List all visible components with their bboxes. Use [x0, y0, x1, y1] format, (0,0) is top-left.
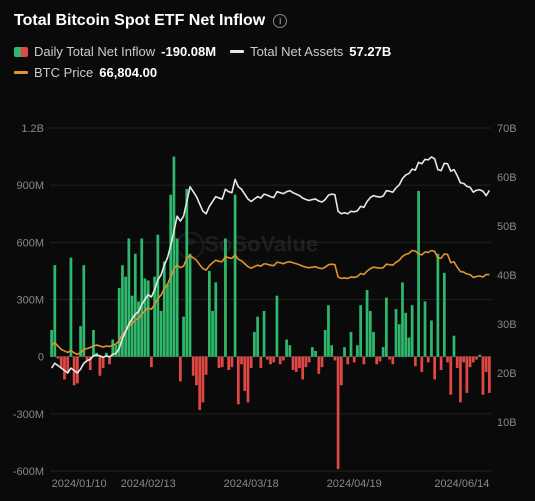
chart-area: -600M -300M 0 300M 600M 900M 1.2B 10B 20B 30B 40B 5… — [8, 118, 527, 493]
svg-text:600M: 600M — [16, 237, 44, 249]
svg-text:30B: 30B — [497, 319, 517, 331]
svg-text:0: 0 — [38, 352, 44, 364]
line-swatch-icon — [14, 71, 28, 74]
legend-btc-price[interactable]: BTC Price 66,804.00 — [14, 65, 157, 80]
info-icon[interactable]: i — [273, 14, 287, 28]
legend-row-2: BTC Price 66,804.00 — [8, 65, 527, 80]
svg-text:2024/01/10: 2024/01/10 — [52, 478, 107, 490]
legend-total-assets[interactable]: Total Net Assets 57.27B — [230, 44, 391, 59]
svg-text:20B: 20B — [497, 368, 517, 380]
legend-daily-value: -190.08M — [161, 44, 216, 59]
legend-daily-inflow[interactable]: Daily Total Net Inflow -190.08M — [14, 44, 216, 59]
svg-text:1.2B: 1.2B — [21, 123, 44, 135]
svg-text:70B: 70B — [497, 123, 517, 135]
svg-text:SoSoValue: SoSoValue — [204, 231, 318, 256]
legend-daily-label: Daily Total Net Inflow — [34, 44, 155, 59]
bar-swatch-icon — [14, 47, 28, 57]
svg-text:2024/04/19: 2024/04/19 — [327, 478, 382, 490]
svg-text:-600M: -600M — [13, 466, 44, 478]
svg-text:900M: 900M — [16, 180, 44, 192]
svg-text:50B: 50B — [497, 221, 517, 233]
title-row: Total Bitcoin Spot ETF Net Inflow i — [8, 12, 527, 30]
svg-text:10B: 10B — [497, 417, 517, 429]
legend-row-1: Daily Total Net Inflow -190.08M Total Ne… — [8, 44, 527, 59]
line-swatch-icon — [230, 50, 244, 53]
legend-assets-value: 57.27B — [349, 44, 391, 59]
svg-text:40B: 40B — [497, 270, 517, 282]
chart-container: Total Bitcoin Spot ETF Net Inflow i Dail… — [0, 0, 535, 501]
combo-chart: -600M -300M 0 300M 600M 900M 1.2B 10B 20B 30B 40B 5… — [8, 118, 527, 493]
svg-text:2024/06/14: 2024/06/14 — [434, 478, 489, 490]
svg-text:-300M: -300M — [13, 409, 44, 421]
svg-text:2024/02/13: 2024/02/13 — [121, 478, 176, 490]
legend-assets-label: Total Net Assets — [250, 44, 343, 59]
svg-text:60B: 60B — [497, 172, 517, 184]
legend-btc-label: BTC Price — [34, 65, 93, 80]
chart-title: Total Bitcoin Spot ETF Net Inflow — [14, 12, 265, 30]
svg-text:2024/03/18: 2024/03/18 — [224, 478, 279, 490]
legend-btc-value: 66,804.00 — [99, 65, 157, 80]
svg-text:300M: 300M — [16, 295, 44, 307]
